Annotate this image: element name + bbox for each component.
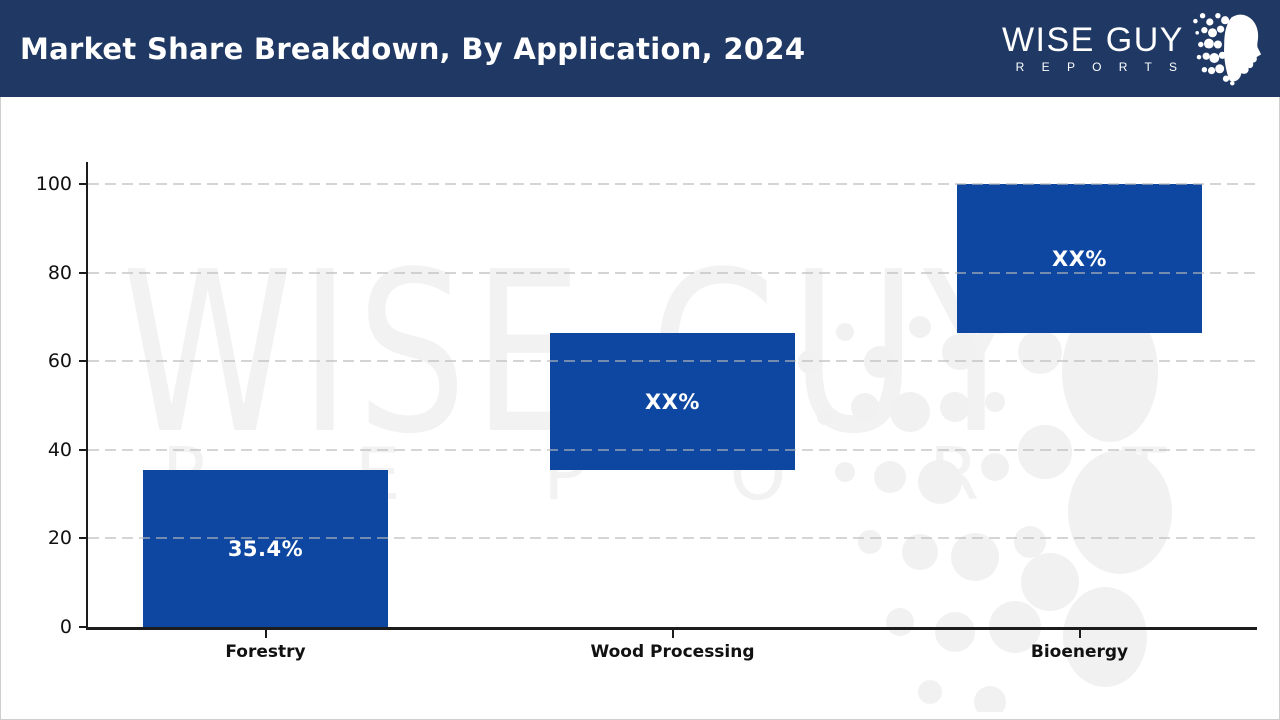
y-tick-100 xyxy=(79,183,86,186)
logo-line2: R E P O R T S xyxy=(1015,60,1184,75)
y-tick-0 xyxy=(79,626,86,628)
x-tick-forestry xyxy=(264,630,267,638)
y-tick-80 xyxy=(79,271,86,274)
bar-value-label-forestry: 35.4% xyxy=(227,536,304,561)
y-tick-40 xyxy=(79,448,86,451)
watermark-face-dots xyxy=(798,242,1172,712)
gridline-y-40 xyxy=(88,448,1257,451)
bar-forestry: 35.4% xyxy=(143,470,388,627)
bar-value-label-bioenergy: XX% xyxy=(1052,246,1107,271)
x-category-label-bioenergy: Bioenergy xyxy=(1030,642,1129,662)
y-tick-label-60: 60 xyxy=(47,350,72,373)
y-tick-60 xyxy=(79,360,86,363)
x-tick-bioenergy xyxy=(1078,630,1081,638)
logo-wordmark: WISE GUY R E P O R T S xyxy=(1001,20,1184,75)
y-tick-label-100: 100 xyxy=(35,173,72,196)
chart-canvas: WISE GUY R E P O R T S 02040608010035.4%… xyxy=(0,97,1280,720)
bar-value-label-wood-processing: XX% xyxy=(645,389,700,414)
logo-line1: WISE GUY xyxy=(1001,20,1184,59)
gridline-y-80 xyxy=(88,271,1257,274)
wise-guy-logo: WISE GUY R E P O R T S xyxy=(1002,8,1262,90)
header-bar: Market Share Breakdown, By Application, … xyxy=(0,0,1280,97)
y-tick-label-80: 80 xyxy=(47,261,72,284)
gridline-y-20 xyxy=(88,537,1257,540)
x-tick-wood-processing xyxy=(671,630,674,638)
logo-face-icon xyxy=(1193,12,1262,85)
gridline-y-100 xyxy=(88,183,1257,186)
bar-wood-processing: XX% xyxy=(550,333,795,471)
gridline-y-60 xyxy=(88,360,1257,363)
y-tick-label-40: 40 xyxy=(47,438,72,461)
plot-area: 0 20 40 60 80 100 35.4% Forestry XX% Wood Process… xyxy=(36,162,1257,662)
y-tick-20 xyxy=(79,537,86,540)
x-category-label-wood-processing: Wood Processing xyxy=(590,642,755,662)
chart-title: Market Share Breakdown, By Application, … xyxy=(20,31,806,66)
y-tick-label-20: 20 xyxy=(47,527,72,550)
y-tick-label-0: 0 xyxy=(59,616,72,638)
bar-bioenergy: XX% xyxy=(957,184,1202,334)
x-category-label-forestry: Forestry xyxy=(225,642,306,662)
